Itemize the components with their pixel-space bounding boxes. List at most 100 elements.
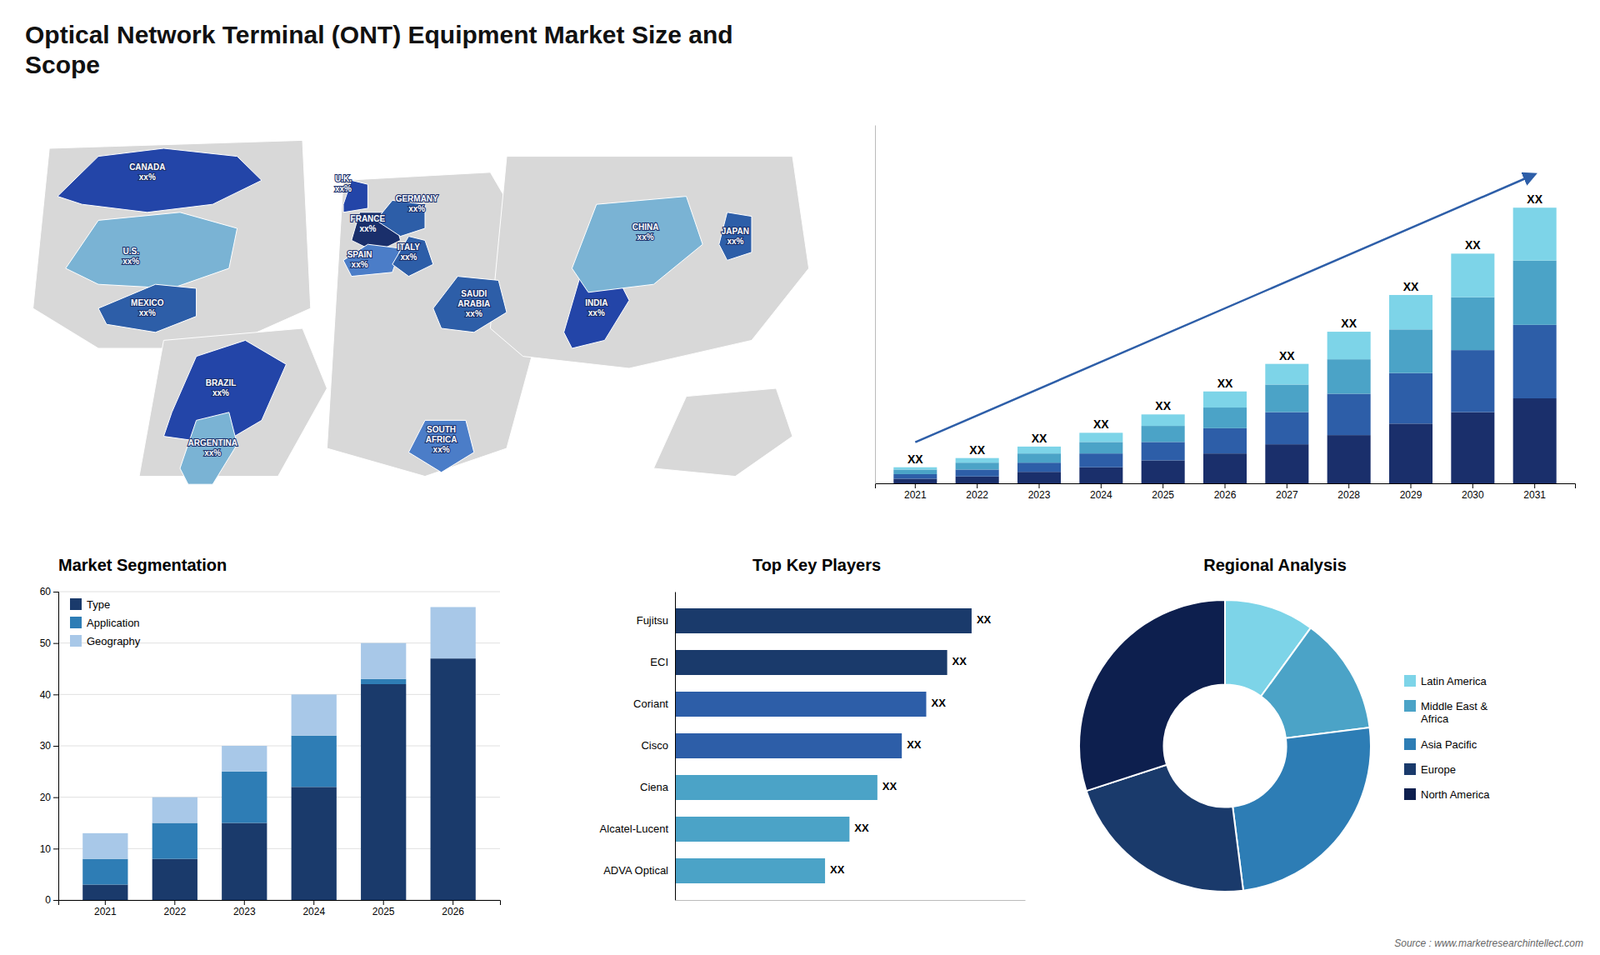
tick-label: 2023 xyxy=(1028,489,1051,501)
tick-mark xyxy=(53,900,59,901)
tick-mark xyxy=(1038,483,1040,489)
tick-mark xyxy=(915,483,916,489)
slice xyxy=(1079,600,1225,791)
tick: 2030 xyxy=(1461,483,1485,501)
land xyxy=(653,388,793,477)
bar xyxy=(1450,412,1495,484)
bar xyxy=(291,735,337,788)
tick-mark xyxy=(1410,483,1412,489)
axis-line xyxy=(875,484,1576,490)
country xyxy=(719,212,752,261)
bar xyxy=(1450,350,1495,412)
bar xyxy=(1389,373,1433,425)
tick-label: 2025 xyxy=(1151,489,1175,501)
tick: ADVA Optical xyxy=(603,864,675,877)
axis xyxy=(675,900,1026,901)
plot-area xyxy=(893,207,1556,484)
bar xyxy=(1513,260,1557,325)
title: Optical Network Terminal (ONT) Equipment… xyxy=(25,20,734,79)
country-label: GERMANYxx% xyxy=(395,194,439,214)
bar xyxy=(675,691,926,717)
country xyxy=(408,420,474,472)
tick-label: 50 xyxy=(40,637,52,650)
tick-label: 2027 xyxy=(1275,489,1299,501)
trend-arrow xyxy=(915,174,1535,442)
tick-label: Coriant xyxy=(633,697,669,710)
tick-mark xyxy=(1534,483,1535,489)
tick-label: Fujitsu xyxy=(636,614,669,627)
bar xyxy=(1017,462,1061,472)
country xyxy=(343,244,401,276)
axis: 202120222023202420252026 xyxy=(59,900,501,918)
data-label: XX xyxy=(1465,238,1481,252)
country-label: SPAINxx% xyxy=(347,250,373,270)
tick: 0 xyxy=(45,894,59,906)
segmentation-chart: Market Segmentation202120222023202420252… xyxy=(40,555,501,918)
plot-area xyxy=(82,607,476,901)
tick-label: 20 xyxy=(40,791,52,804)
bar xyxy=(1203,453,1247,484)
bar xyxy=(675,650,948,675)
tick-label: 2030 xyxy=(1461,489,1485,501)
tick: 60 xyxy=(40,585,59,598)
tick-label: 60 xyxy=(40,585,52,598)
data-label: XX xyxy=(1093,417,1110,431)
bar xyxy=(1203,407,1247,429)
legend: Latin AmericaMiddle East &AfricaAsia Pac… xyxy=(1404,675,1490,801)
tick: 2025 xyxy=(1151,483,1175,501)
data-label: XX xyxy=(1279,349,1295,363)
bar xyxy=(955,462,1000,470)
tick-label: 2028 xyxy=(1337,489,1360,501)
data-label: XX xyxy=(1526,192,1543,206)
axis-line xyxy=(675,900,1026,901)
bar xyxy=(1203,428,1247,454)
bar xyxy=(221,823,267,901)
country-label: MEXICOxx% xyxy=(130,298,165,318)
tick: Coriant xyxy=(633,697,675,710)
bar xyxy=(1079,441,1123,454)
bar xyxy=(430,658,476,900)
bar xyxy=(1389,423,1433,484)
tick-mark xyxy=(976,483,978,489)
bar xyxy=(82,859,128,885)
country xyxy=(571,196,703,293)
bar xyxy=(360,679,406,685)
bar xyxy=(1389,295,1433,330)
bar xyxy=(1327,435,1371,484)
data-label: XX xyxy=(1217,376,1234,390)
source-note: Source : www.marketresearchintellect.com xyxy=(1394,937,1584,950)
tick: 2026 xyxy=(441,900,465,918)
bar xyxy=(1079,453,1123,468)
legend-entry: Application xyxy=(86,616,140,630)
country xyxy=(180,412,238,485)
tick: 10 xyxy=(40,843,59,855)
bar xyxy=(1327,359,1371,394)
data-label: XX xyxy=(882,780,898,793)
tick: 2021 xyxy=(94,900,117,918)
bar xyxy=(955,476,1000,484)
axis-line xyxy=(59,900,501,906)
tick: 2025 xyxy=(372,900,395,918)
land xyxy=(139,328,327,477)
axis: FujitsuECICoriantCiscoCienaAlcatel-Lucen… xyxy=(600,592,676,901)
tick-mark xyxy=(53,745,59,747)
bar xyxy=(893,467,937,470)
country xyxy=(392,236,434,277)
tick-mark xyxy=(383,900,385,905)
tick-label: 2021 xyxy=(904,489,927,501)
bar xyxy=(1079,432,1123,442)
chart-title: Regional Analysis xyxy=(1203,555,1347,575)
grid xyxy=(58,591,500,900)
bar xyxy=(1265,412,1309,445)
bar xyxy=(1141,425,1185,442)
bar xyxy=(675,775,878,800)
regional-chart: Regional Analysis Latin AmericaMiddle Eas… xyxy=(1079,555,1490,892)
data-label: XX xyxy=(930,696,946,710)
tick: 2026 xyxy=(1214,483,1237,501)
tick-label: 2025 xyxy=(372,905,395,918)
axis xyxy=(875,125,876,485)
slice xyxy=(1232,727,1371,891)
tick: 2027 xyxy=(1275,483,1299,501)
bar xyxy=(1141,441,1185,460)
tick-label: 2022 xyxy=(965,489,989,501)
